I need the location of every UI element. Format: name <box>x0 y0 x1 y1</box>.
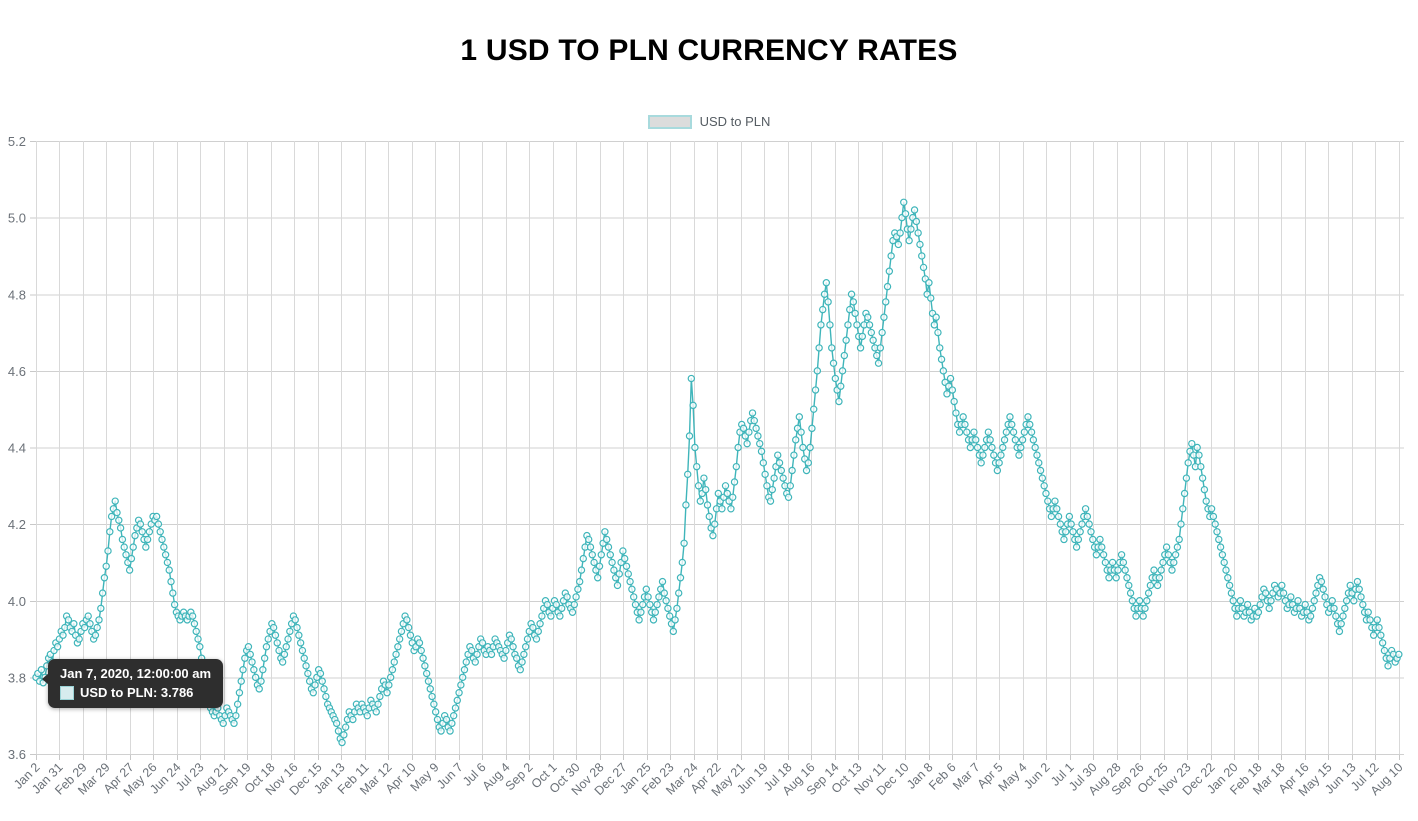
chart-legend: USD to PLN <box>0 114 1418 129</box>
legend-label-usd-to-pln[interactable]: USD to PLN <box>699 114 771 129</box>
y-axis-label: 3.6 <box>8 747 26 762</box>
y-axis-label: 4.2 <box>8 517 26 532</box>
series-markers-usd-to-pln <box>32 198 1403 747</box>
x-axis-label: Mar 7 <box>950 760 983 793</box>
x-axis-label: Jun 2 <box>1021 760 1053 792</box>
tooltip-body: USD to PLN: 3.786 <box>60 685 211 700</box>
page-title: 1 USD TO PLN CURRENCY RATES <box>460 34 958 67</box>
tooltip-series-swatch <box>60 685 74 700</box>
y-axis-label: 4.6 <box>8 364 26 379</box>
chart-tooltip: Jan 7, 2020, 12:00:00 am USD to PLN: 3.7… <box>41 659 224 708</box>
y-axis-label: 4.4 <box>8 441 26 456</box>
legend-swatch-usd-to-pln[interactable] <box>647 114 692 129</box>
y-axis-label: 5.2 <box>8 134 26 149</box>
y-axis-label: 4.8 <box>8 287 26 302</box>
x-axis-label: Jun 7 <box>434 760 466 792</box>
y-axis-label: 3.8 <box>8 670 26 685</box>
y-axis-label: 4.0 <box>8 594 26 609</box>
tooltip-title: Jan 7, 2020, 12:00:00 am <box>60 666 212 681</box>
y-axis-label: 5.0 <box>8 211 26 226</box>
tooltip-series-value: USD to PLN: 3.786 <box>80 685 194 700</box>
